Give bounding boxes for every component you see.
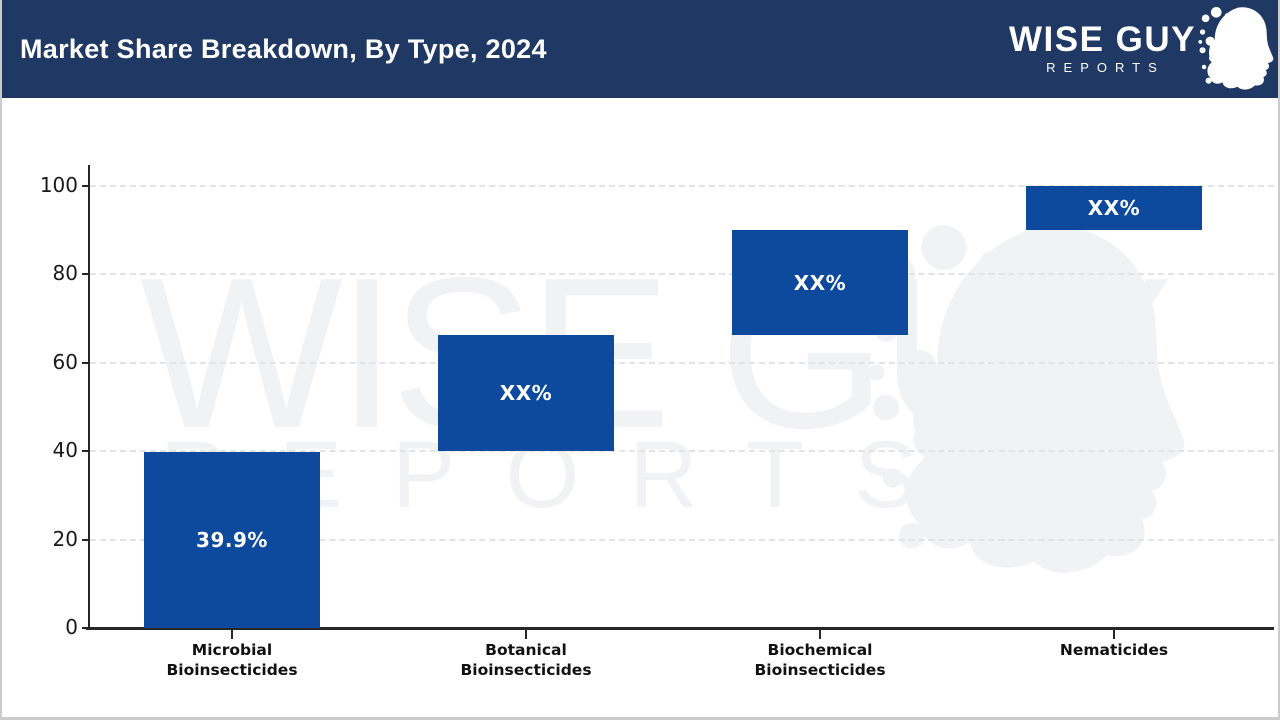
gridline-60 xyxy=(90,361,1274,364)
bar-value-label-3: XX% xyxy=(793,270,847,295)
logo-subtext: REPORTS xyxy=(1046,59,1165,75)
bar-value-label-4: XX% xyxy=(1087,196,1141,221)
x-axis-tick-4 xyxy=(1113,630,1115,639)
y-axis-tick-20 xyxy=(82,538,90,541)
bar-4: XX% xyxy=(1026,186,1202,231)
y-axis-line xyxy=(88,165,90,630)
bar-1: 39.9% xyxy=(144,451,320,628)
y-axis-tick-label-100: 100 xyxy=(39,173,78,197)
wise-guy-logo: WISE GUY REPORTS xyxy=(1009,6,1274,90)
gridline-40 xyxy=(90,450,1274,453)
bar-value-label-2: XX% xyxy=(499,381,553,406)
y-axis-tick-60 xyxy=(82,361,90,364)
gridline-100 xyxy=(90,185,1274,187)
gridline-80 xyxy=(90,273,1274,276)
gridline-20 xyxy=(90,538,1274,541)
x-axis-category-label-2: Botanical Bioinsecticides xyxy=(460,641,592,680)
header-bar: Market Share Breakdown, By Type, 2024 WI… xyxy=(2,0,1278,98)
x-axis-category-label-4: Nematicides xyxy=(1059,641,1169,659)
logo-face-icon xyxy=(1198,6,1274,90)
x-axis-category-label-3: Biochemical Bioinsecticides xyxy=(754,641,886,680)
bar-2: XX% xyxy=(438,335,614,452)
x-axis-tick-2 xyxy=(525,630,527,639)
y-axis-tick-label-0: 0 xyxy=(65,615,78,639)
y-axis-tick-label-20: 20 xyxy=(52,526,78,551)
bar-value-label-1: 39.9% xyxy=(196,527,268,552)
y-axis-tick-80 xyxy=(82,273,90,276)
y-axis-tick-label-80: 80 xyxy=(52,261,78,286)
y-axis-tick-40 xyxy=(82,450,90,453)
logo-text: WISE GUY REPORTS xyxy=(1009,22,1196,75)
y-axis-tick-label-60: 60 xyxy=(52,349,78,374)
bar-3: XX% xyxy=(732,230,908,336)
x-axis-line xyxy=(86,627,1274,630)
watermark-wordmark: WISE GUY xyxy=(140,232,1173,473)
x-axis-tick-1 xyxy=(231,630,233,639)
x-axis-category-label-1: Microbial Bioinsecticides xyxy=(166,641,298,680)
y-axis-tick-label-40: 40 xyxy=(52,438,78,463)
y-axis-tick-100 xyxy=(82,185,90,187)
logo-wordmark: WISE GUY xyxy=(1008,19,1196,59)
x-axis-tick-3 xyxy=(819,630,821,639)
chart-title: Market Share Breakdown, By Type, 2024 xyxy=(20,33,547,64)
